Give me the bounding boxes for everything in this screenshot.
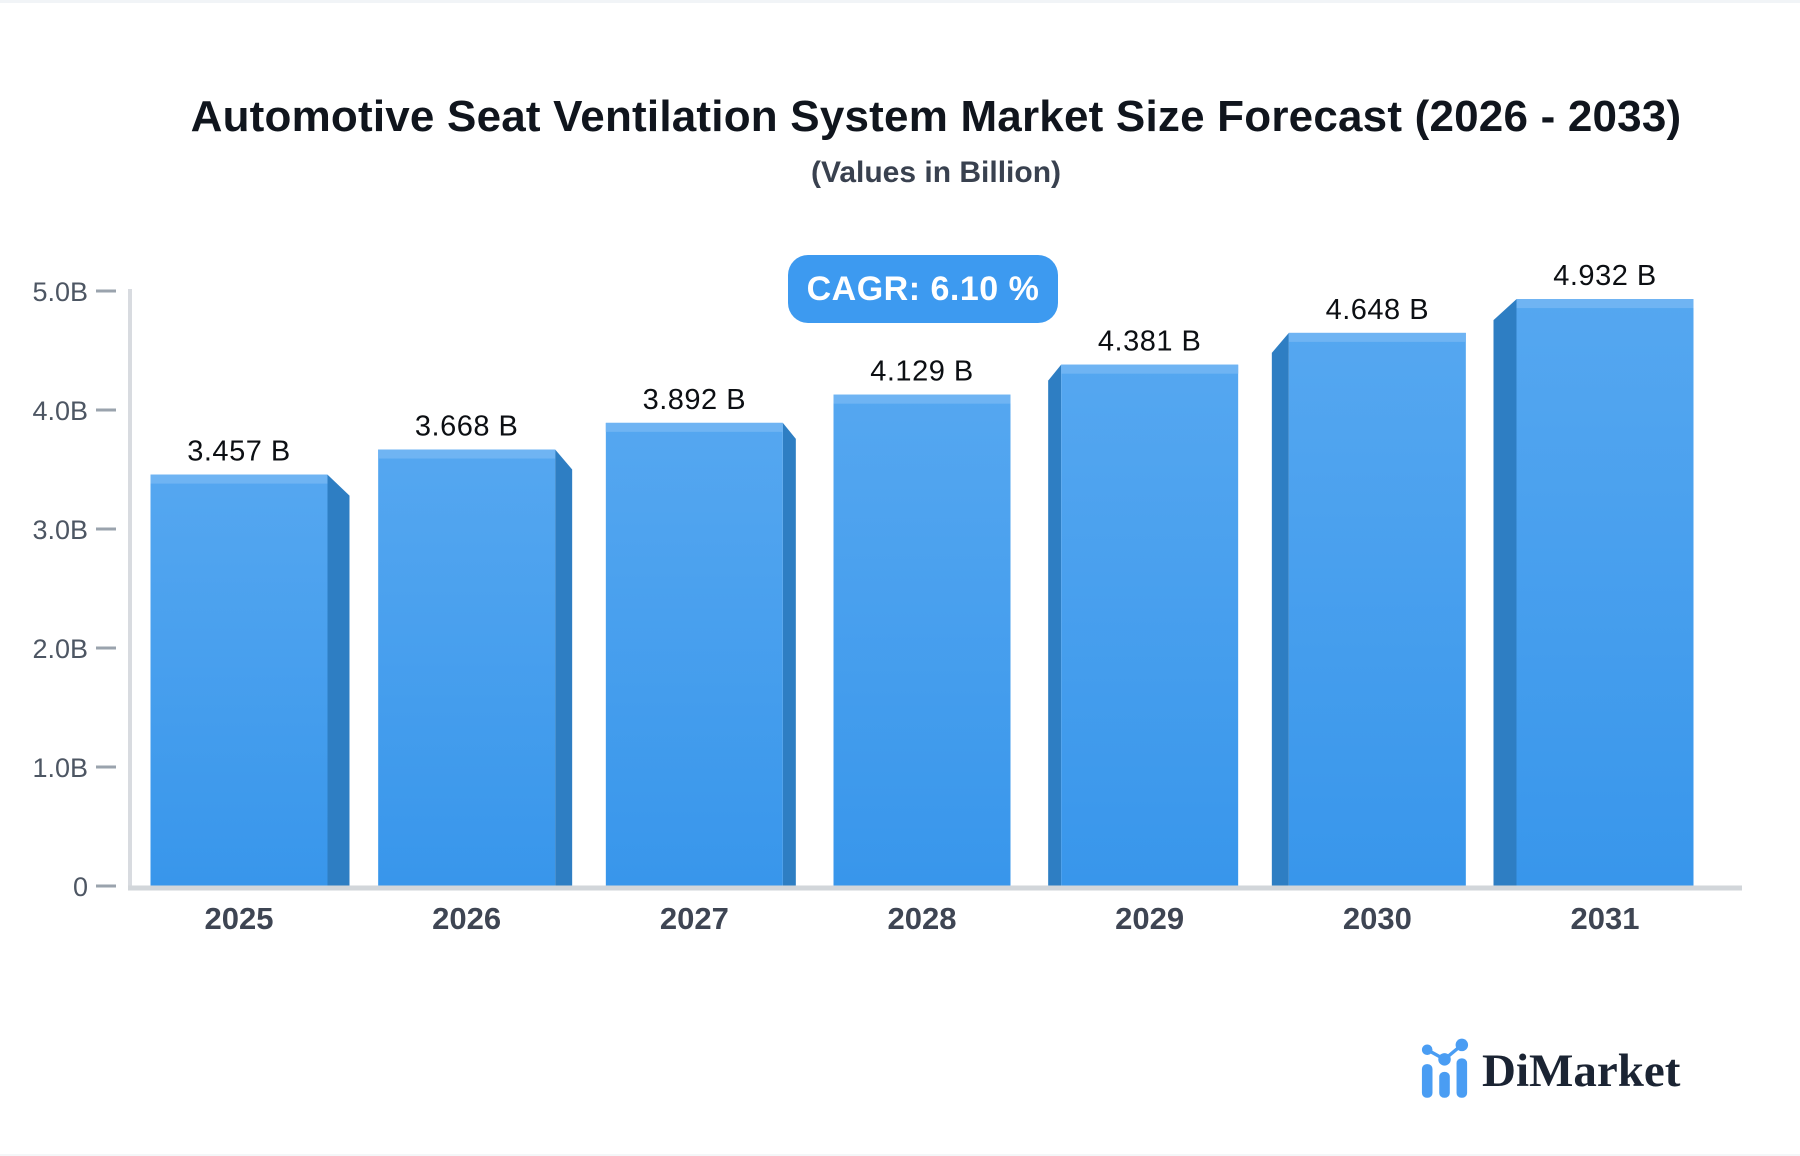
brand-logo: DiMarket: [1420, 1038, 1680, 1098]
y-tick-label: 0: [73, 872, 88, 902]
bar-value-label: 3.457 B: [187, 436, 290, 468]
bar-side-face: [555, 449, 573, 886]
y-tick-label: 3.0B: [32, 515, 88, 545]
chart-subtitle: (Values in Billion): [810, 156, 1062, 189]
cagr-badge-label: CAGR: 6.10 %: [806, 269, 1040, 308]
bar-value-label: 3.668 B: [415, 411, 518, 443]
page-title: Automotive Seat Ventilation System Marke…: [190, 92, 1682, 141]
bar: 4.381 B 2029: [1048, 326, 1239, 936]
bar-front-face: [605, 422, 783, 886]
bar-front-face: [1061, 364, 1239, 886]
brand-name: DiMarket: [1482, 1045, 1681, 1098]
bar: 3.892 B 2027: [605, 384, 796, 936]
y-tick-label: 2.0B: [32, 634, 88, 664]
bar-top-highlight: [1516, 299, 1694, 309]
cagr-badge: CAGR: 6.10 %: [788, 255, 1058, 323]
bar-side-face: [1493, 299, 1517, 886]
bar-front-face: [378, 449, 556, 886]
bar-top-highlight: [1061, 364, 1239, 374]
bar: 4.648 B 2030: [1271, 294, 1466, 936]
chart-header: Automotive Seat Ventilation System Marke…: [130, 92, 1742, 190]
bar-value-label: 4.648 B: [1326, 294, 1429, 326]
x-tick-label: 2025: [205, 901, 274, 936]
x-tick-label: 2028: [888, 901, 957, 936]
y-tick-label: 5.0B: [32, 277, 88, 307]
bar-value-label: 4.932 B: [1553, 260, 1656, 292]
mini-bar-chart-with-dots-icon: [1421, 1038, 1469, 1098]
bar-side-face: [1271, 332, 1289, 886]
bar-top-highlight: [605, 422, 783, 432]
bar-top-highlight: [833, 394, 1011, 404]
x-tick-label: 2030: [1343, 901, 1412, 936]
bar-front-face: [150, 474, 328, 886]
bar-value-label: 4.129 B: [870, 356, 973, 388]
bar-top-highlight: [150, 474, 328, 484]
bar-front-face: [1288, 332, 1466, 886]
bar-value-label: 4.381 B: [1098, 326, 1201, 358]
bar-top-highlight: [378, 449, 556, 459]
bar-front-face: [833, 394, 1011, 886]
y-tick-label: 4.0B: [32, 396, 88, 426]
x-tick-label: 2031: [1571, 901, 1640, 936]
bar-top-highlight: [1288, 332, 1466, 342]
bar: 4.932 B 2031: [1493, 260, 1694, 936]
bar: 3.457 B 2025: [150, 436, 350, 936]
bar-side-face: [782, 422, 796, 886]
bar-value-label: 3.892 B: [643, 384, 746, 416]
bar: 3.668 B 2026: [378, 411, 573, 936]
bar-side-face: [1048, 364, 1062, 886]
y-tick-label: 1.0B: [32, 753, 88, 783]
bar: 4.129 B 2028: [833, 356, 1011, 936]
bar-side-face: [327, 474, 350, 886]
x-tick-label: 2027: [660, 901, 729, 936]
bar-front-face: [1516, 299, 1694, 886]
x-tick-label: 2029: [1115, 901, 1184, 936]
x-tick-label: 2026: [432, 901, 501, 936]
